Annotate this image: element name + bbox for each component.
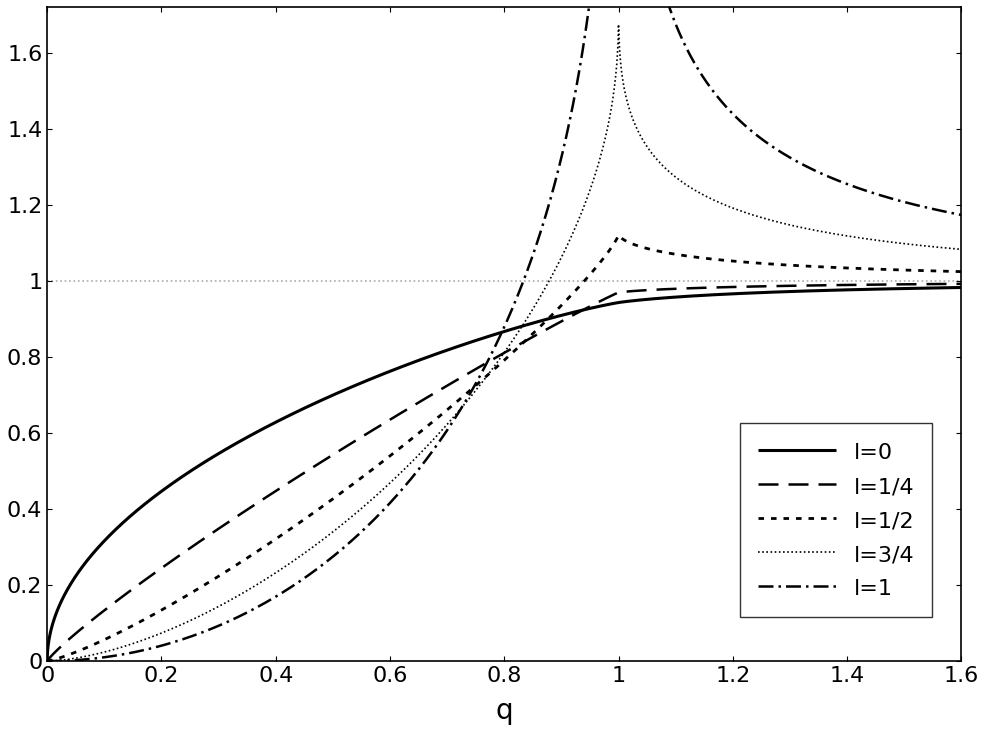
l=0	[938, 283, 950, 292]
l=3/4	[839, 231, 851, 240]
l=1	[839, 179, 851, 188]
l=1	[955, 211, 967, 220]
Line: l=0: l=0	[47, 288, 961, 661]
l=3/4	[432, 430, 444, 439]
l=1/4	[955, 280, 967, 288]
l=1/2	[938, 266, 950, 275]
l=1/4	[839, 280, 851, 289]
l=1/2	[839, 264, 851, 272]
Line: l=1: l=1	[47, 0, 961, 661]
l=1/4	[938, 280, 950, 288]
l=1	[432, 440, 444, 449]
l=1	[146, 644, 158, 653]
l=1/2	[612, 231, 624, 239]
l=1/2	[432, 414, 444, 422]
l=1	[41, 657, 53, 665]
l=3/4	[146, 632, 158, 641]
l=1/4	[146, 571, 158, 580]
l=3/4	[612, 20, 624, 29]
l=1/4	[432, 387, 444, 396]
l=1/4	[200, 533, 212, 542]
l=1/2	[146, 611, 158, 620]
l=0	[432, 349, 444, 358]
l=1	[938, 207, 950, 216]
l=0	[146, 494, 158, 503]
l=1/4	[391, 411, 403, 419]
l=0	[41, 657, 53, 665]
l=3/4	[41, 657, 53, 665]
l=3/4	[200, 609, 212, 618]
l=1/2	[41, 657, 53, 665]
Line: l=1/4: l=1/4	[47, 284, 961, 661]
l=0	[391, 364, 403, 373]
l=1/2	[200, 580, 212, 589]
l=1	[200, 627, 212, 635]
l=0	[955, 283, 967, 292]
l=1	[391, 490, 403, 498]
l=0	[200, 457, 212, 466]
X-axis label: q: q	[496, 697, 513, 725]
l=3/4	[391, 471, 403, 480]
Line: l=3/4: l=3/4	[47, 24, 961, 661]
l=1/2	[955, 267, 967, 276]
l=3/4	[955, 245, 967, 254]
l=3/4	[938, 243, 950, 252]
l=1/4	[41, 657, 53, 665]
Line: l=1/2: l=1/2	[47, 235, 961, 661]
l=1/2	[391, 446, 403, 455]
l=0	[839, 285, 851, 294]
Legend: l=0, l=1/4, l=1/2, l=3/4, l=1: l=0, l=1/4, l=1/2, l=3/4, l=1	[740, 423, 932, 617]
